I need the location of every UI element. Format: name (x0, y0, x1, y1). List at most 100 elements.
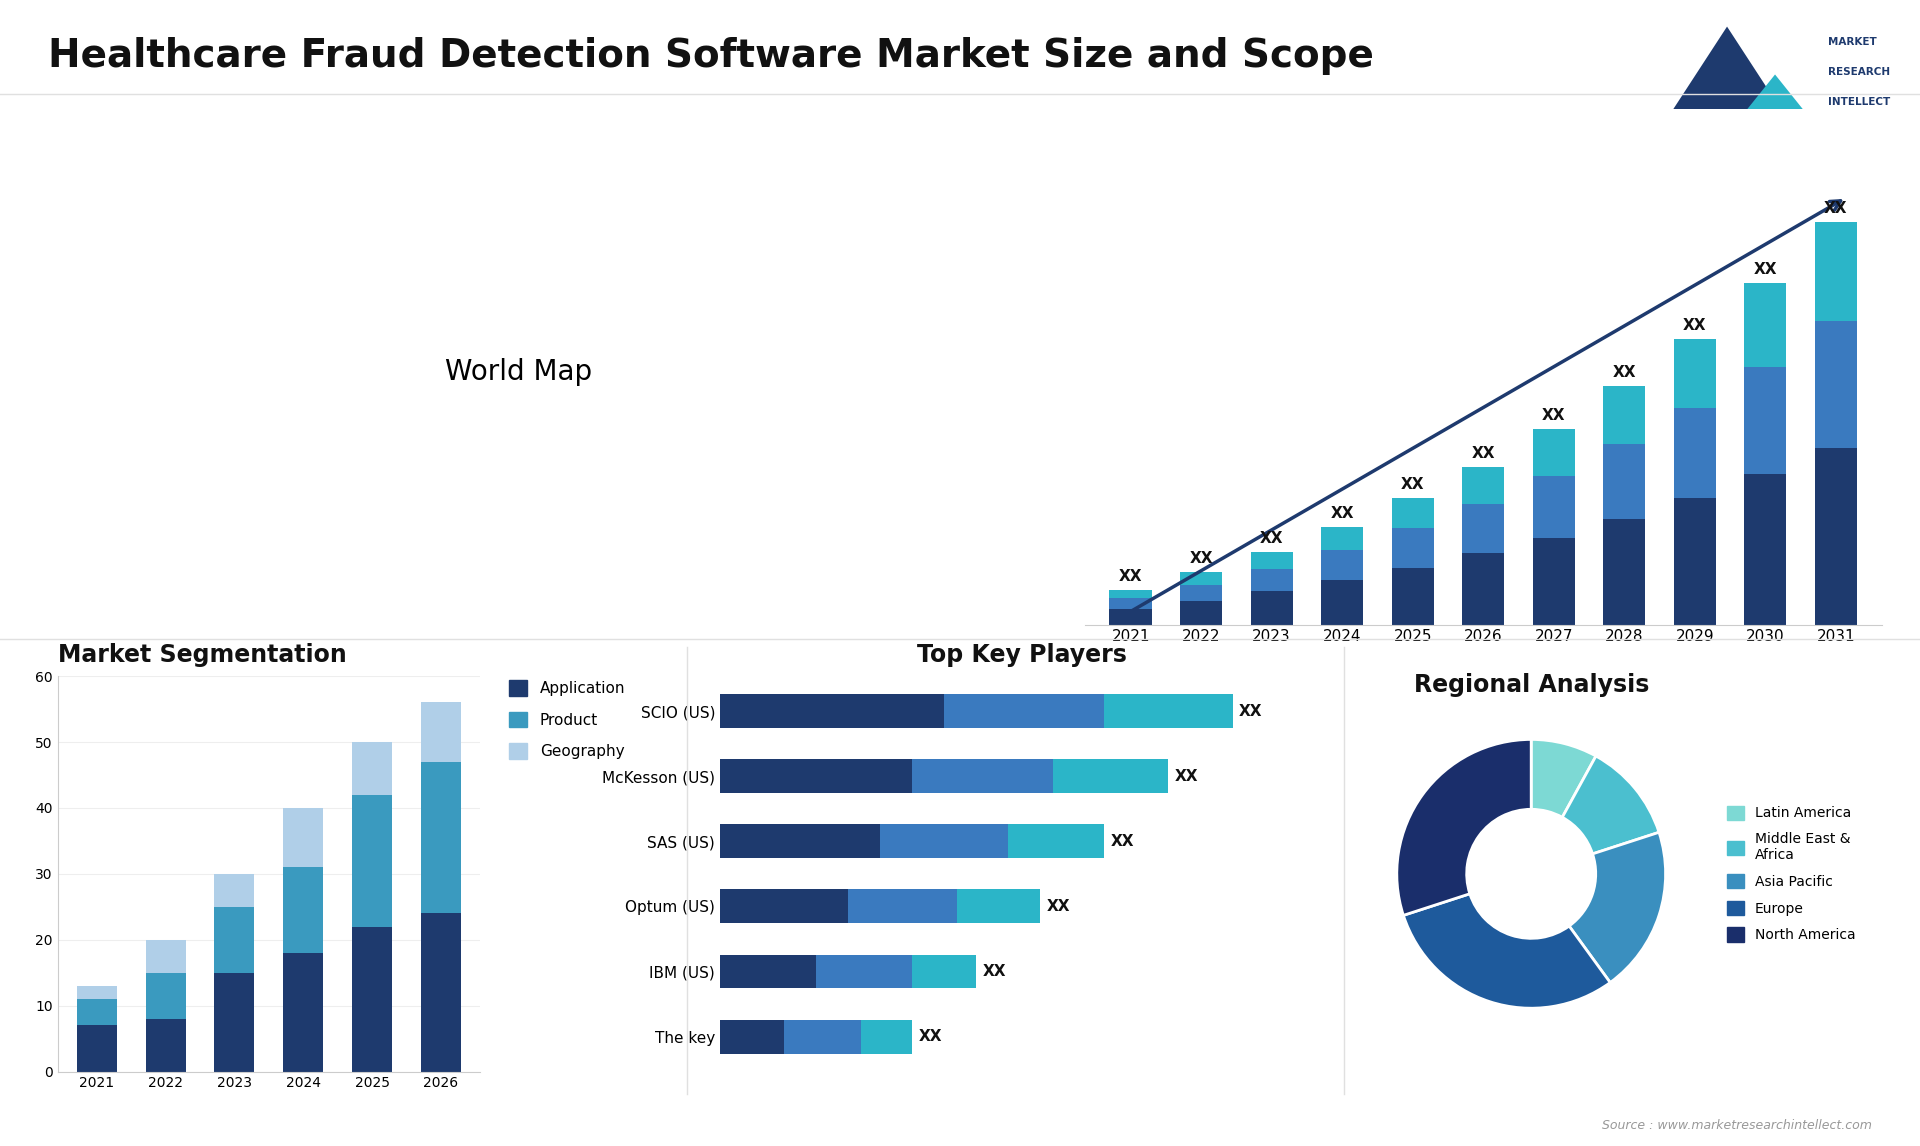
Bar (1674, 338, 1716, 408)
Bar (1461, 554, 1505, 625)
Legend: Application, Product, Geography: Application, Product, Geography (505, 676, 630, 763)
Bar (783, 1020, 860, 1053)
Bar (912, 760, 1054, 793)
Bar (420, 762, 461, 913)
Bar (77, 1026, 117, 1072)
Bar (1250, 552, 1292, 570)
Text: XX: XX (983, 964, 1006, 979)
Bar (351, 743, 392, 795)
Bar (284, 808, 323, 868)
Bar (1603, 445, 1645, 519)
Bar (1321, 580, 1363, 625)
Bar (284, 953, 323, 1072)
Bar (1743, 474, 1786, 625)
Bar (1110, 609, 1152, 625)
Text: XX: XX (1119, 568, 1142, 583)
Bar (1110, 598, 1152, 609)
Text: XX: XX (1542, 408, 1565, 423)
Bar (146, 1019, 186, 1072)
Bar (956, 889, 1041, 924)
Text: XX: XX (918, 1029, 943, 1044)
Bar (1814, 448, 1857, 625)
Text: XX: XX (1753, 262, 1778, 277)
Bar (1814, 321, 1857, 448)
Bar (1054, 760, 1169, 793)
Bar (816, 955, 912, 988)
Bar (1392, 528, 1434, 567)
Bar (1532, 429, 1574, 476)
Bar (77, 986, 117, 999)
Bar (1392, 499, 1434, 528)
Text: Source : www.marketresearchintellect.com: Source : www.marketresearchintellect.com (1601, 1120, 1872, 1132)
Bar (1461, 504, 1505, 554)
Polygon shape (1736, 74, 1812, 123)
Text: INTELLECT: INTELLECT (1828, 97, 1889, 108)
Text: Healthcare Fraud Detection Software Market Size and Scope: Healthcare Fraud Detection Software Mark… (48, 37, 1375, 74)
Wedge shape (1563, 756, 1659, 854)
Bar (1532, 476, 1574, 537)
Bar (1110, 590, 1152, 598)
Bar (77, 999, 117, 1026)
Wedge shape (1530, 739, 1596, 817)
Circle shape (1467, 809, 1596, 939)
Bar (720, 824, 879, 858)
Bar (1250, 591, 1292, 625)
Wedge shape (1404, 894, 1611, 1008)
Bar (1181, 586, 1223, 601)
Bar (420, 913, 461, 1072)
Bar (351, 926, 392, 1072)
Legend: Latin America, Middle East &
Africa, Asia Pacific, Europe, North America: Latin America, Middle East & Africa, Asi… (1722, 801, 1860, 947)
Text: XX: XX (1824, 201, 1847, 215)
Text: XX: XX (1046, 898, 1069, 913)
Wedge shape (1398, 739, 1532, 916)
Bar (146, 940, 186, 973)
Bar (1743, 367, 1786, 474)
Bar (1392, 567, 1434, 625)
Bar (720, 1020, 783, 1053)
Text: XX: XX (1238, 704, 1263, 719)
Bar (879, 824, 1008, 858)
Text: RESEARCH: RESEARCH (1828, 66, 1889, 77)
Text: XX: XX (1260, 531, 1283, 545)
Bar (420, 702, 461, 762)
Bar (1603, 386, 1645, 445)
Bar (720, 694, 945, 728)
Bar (215, 973, 253, 1072)
Text: XX: XX (1175, 769, 1198, 784)
Title: Regional Analysis: Regional Analysis (1413, 673, 1649, 697)
Text: XX: XX (1471, 446, 1496, 461)
Bar (1181, 573, 1223, 586)
Bar (1461, 466, 1505, 504)
Bar (945, 694, 1104, 728)
Bar (1674, 499, 1716, 625)
Text: XX: XX (1402, 477, 1425, 492)
Bar (720, 955, 816, 988)
Polygon shape (1665, 26, 1789, 123)
Text: XX: XX (1684, 317, 1707, 332)
Bar (860, 1020, 912, 1053)
Text: XX: XX (1112, 834, 1135, 849)
Text: XX: XX (1613, 364, 1636, 380)
Bar (1321, 527, 1363, 550)
Wedge shape (1569, 832, 1665, 982)
Text: World Map: World Map (445, 359, 591, 386)
Bar (1674, 408, 1716, 499)
Text: MARKET: MARKET (1828, 37, 1876, 47)
Bar (1181, 601, 1223, 625)
Text: Market Segmentation: Market Segmentation (58, 643, 346, 667)
Bar (1603, 519, 1645, 625)
Bar (146, 973, 186, 1019)
Bar (215, 873, 253, 906)
Text: XX: XX (1188, 551, 1213, 566)
Bar (1743, 283, 1786, 367)
Bar (1814, 221, 1857, 321)
Title: Top Key Players: Top Key Players (918, 643, 1127, 667)
Bar (284, 868, 323, 953)
Bar (351, 795, 392, 926)
Bar (912, 955, 975, 988)
Bar (849, 889, 956, 924)
Bar (1321, 550, 1363, 580)
Bar (720, 760, 912, 793)
Bar (1532, 537, 1574, 625)
Bar (1008, 824, 1104, 858)
